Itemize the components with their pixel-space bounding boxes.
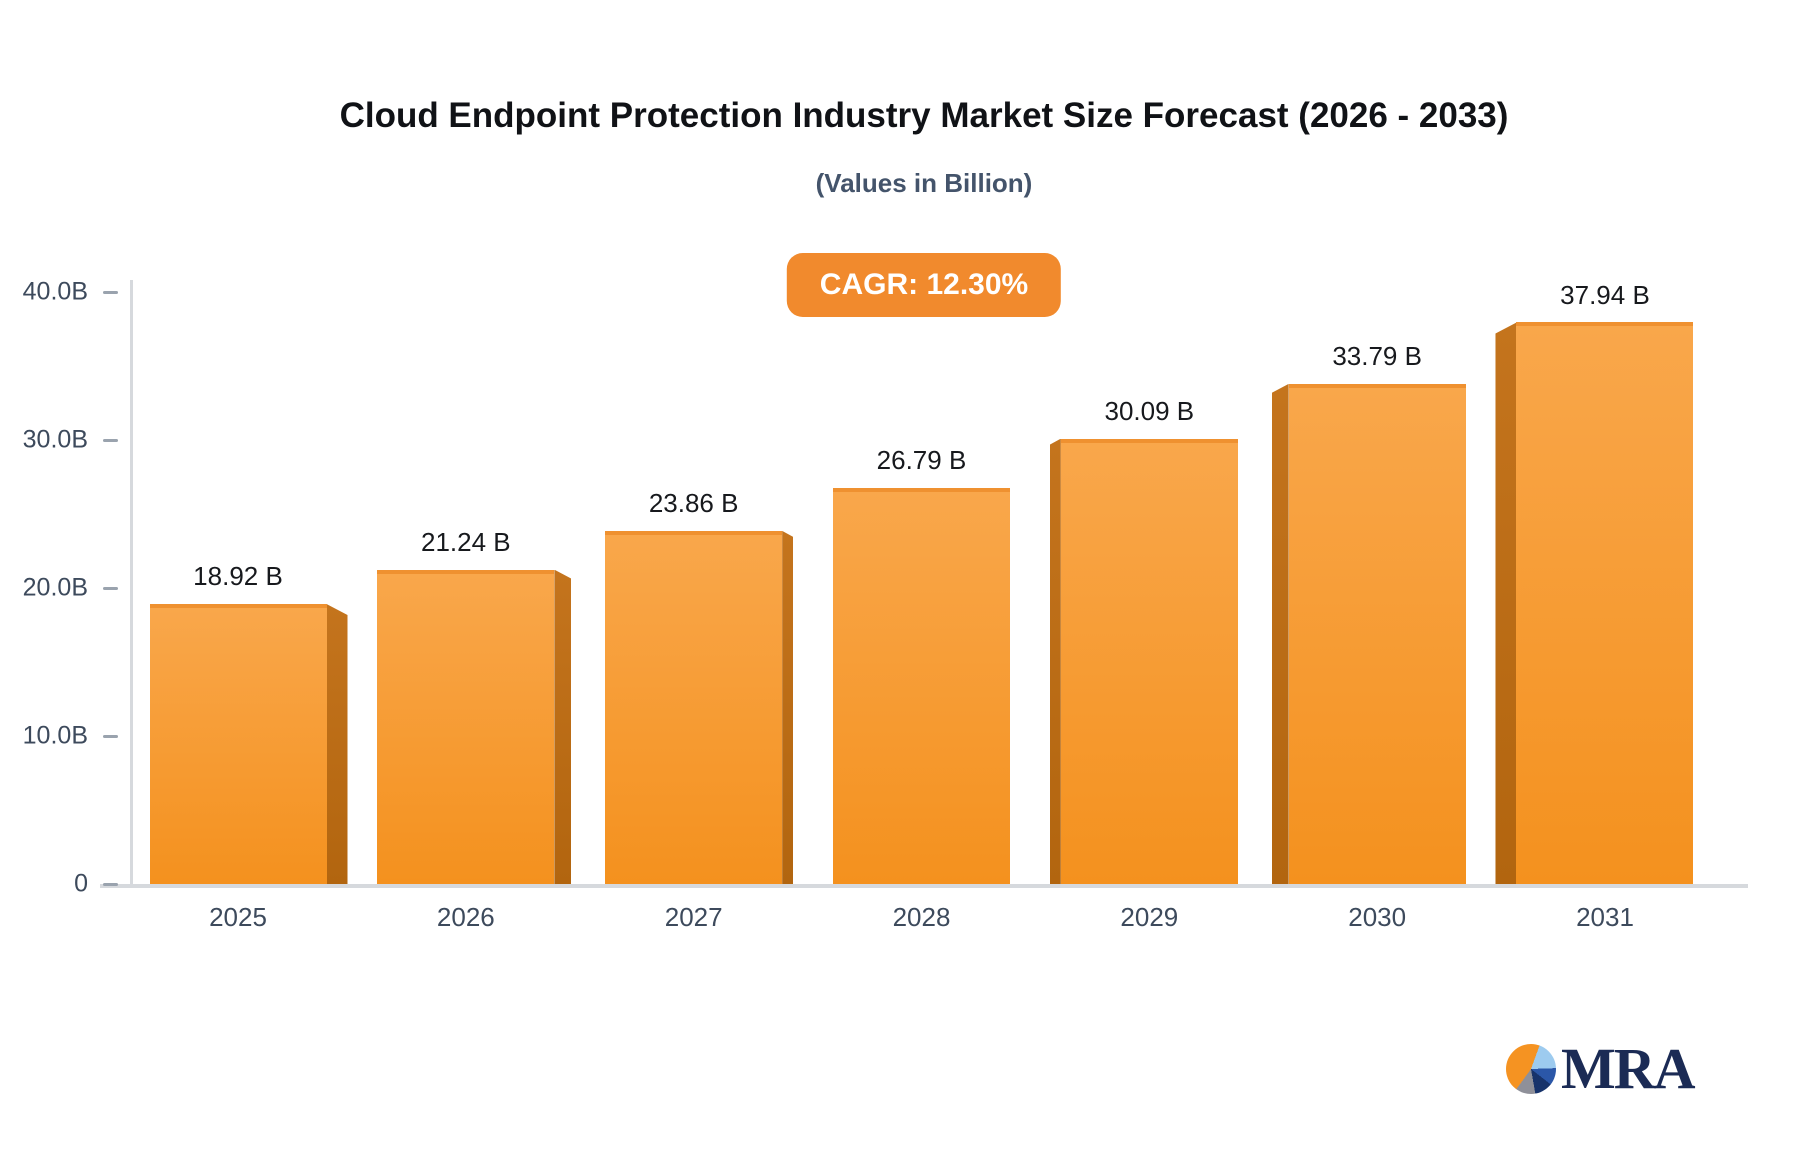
x-axis-line: [100, 884, 1748, 888]
x-axis-label: 2025: [209, 902, 267, 932]
y-axis-tick-label: 30.0B: [22, 425, 88, 454]
bar-value-label: 23.86 B: [648, 487, 739, 518]
bar-side-face: [554, 569, 572, 884]
bar-side-face: [326, 603, 348, 884]
cagr-badge: CAGR: 12.30%: [786, 253, 1062, 317]
x-axis-label: 2028: [892, 902, 951, 932]
bar-value-label: 37.94 B: [1560, 279, 1650, 310]
bar-2026: [377, 569, 555, 884]
bar-value-label: 18.92 B: [193, 560, 283, 591]
bar-2030: [1288, 383, 1466, 884]
bar-2031: [1516, 322, 1694, 884]
bar-value-label: 26.79 B: [876, 444, 967, 475]
x-axis-label: 2027: [664, 902, 723, 932]
y-axis-tick-mark: [103, 883, 118, 886]
y-axis-tick-label: 20.0B: [22, 573, 88, 602]
mra-logo-text: MRA: [1561, 1036, 1696, 1101]
bar-2028: [832, 487, 1010, 884]
bar-value-label: 33.79 B: [1332, 340, 1422, 371]
chart-subtitle: (Values in Billion): [815, 168, 1033, 198]
mra-logo: MRA: [1506, 1036, 1696, 1101]
y-axis-line: [130, 280, 133, 888]
y-axis-tick-label: 40.0B: [22, 277, 88, 306]
bar-value-label: 30.09 B: [1104, 395, 1195, 426]
y-axis-tick-label: 10.0B: [22, 721, 88, 750]
x-axis-label: 2026: [436, 902, 495, 932]
y-axis-tick-mark: [103, 439, 118, 442]
bar-2027: [605, 530, 783, 884]
bar-side-face: [782, 530, 794, 884]
mra-logo-pie-icon: [1506, 1044, 1556, 1094]
y-axis-tick-mark: [103, 291, 118, 294]
y-axis-tick-label: 0: [74, 869, 88, 898]
y-axis-tick-mark: [103, 735, 118, 738]
chart-title: Cloud Endpoint Protection Industry Marke…: [339, 96, 1509, 135]
x-axis-label: 2031: [1576, 902, 1634, 932]
x-axis-label: 2029: [1120, 902, 1179, 932]
bar-side-face: [1495, 322, 1517, 884]
y-axis-tick-mark: [103, 587, 118, 590]
bar-2029: [1060, 438, 1238, 884]
bar-side-face: [1049, 438, 1061, 884]
bar-side-face: [1271, 383, 1289, 884]
bar-2025: [149, 603, 327, 884]
x-axis-label: 2030: [1348, 902, 1407, 932]
bar-value-label: 21.24 B: [421, 526, 511, 557]
